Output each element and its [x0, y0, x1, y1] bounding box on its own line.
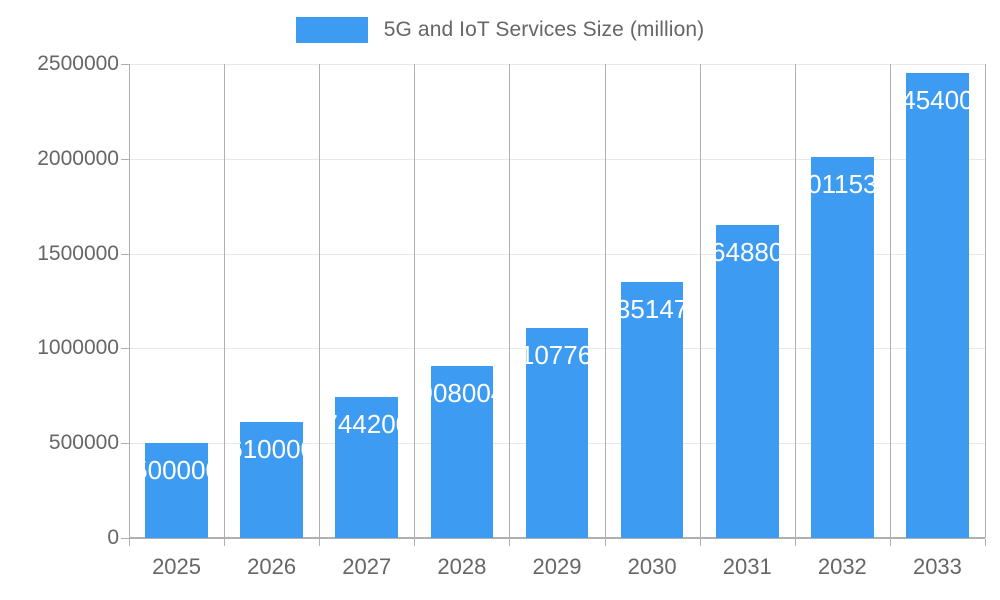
x-axis-tick-label: 2025: [152, 554, 202, 579]
bar-value-label: 744200: [335, 408, 398, 439]
y-axis-tick-label: 500000: [48, 431, 119, 455]
y-axis-line: [129, 64, 130, 538]
x-axis-tick-mark: [129, 539, 130, 546]
y-axis-tick-label: 2500000: [37, 52, 119, 75]
bar[interactable]: 1648802: [715, 225, 779, 538]
bar[interactable]: 2011539: [810, 156, 874, 538]
x-axis-tick-label: 2026: [247, 554, 297, 579]
y-axis-tick-label: 2000000: [37, 146, 119, 170]
gridline-vertical: [319, 64, 321, 538]
y-axis-tick-mark: [121, 64, 129, 65]
bar[interactable]: 908004: [430, 365, 494, 538]
gridline-vertical: [509, 64, 511, 538]
x-axis-tick-label: 2030: [627, 554, 677, 579]
legend-item-label: 5G and IoT Services Size (million): [383, 18, 705, 41]
bars-layer: 500000 610000 744200 908004 1107768 1351477 16…: [129, 64, 985, 538]
gridline-vertical: [604, 64, 606, 538]
x-axis-tick-mark: [414, 539, 416, 546]
x-axis-tick-mark: [604, 539, 606, 546]
bar[interactable]: 1351477: [620, 281, 684, 538]
legend-color-swatch: [295, 17, 368, 43]
x-axis-tick-mark: [794, 539, 796, 546]
y-axis-tick-marks: [0, 64, 129, 539]
x-axis-tick-mark: [699, 539, 701, 546]
bar-value-label: 908004: [431, 377, 494, 408]
gridline-vertical: [985, 64, 986, 538]
x-axis-tick-label: 2028: [437, 554, 487, 579]
gridline-vertical: [699, 64, 701, 538]
x-axis-tick-mark: [509, 539, 511, 546]
gridline-vertical: [794, 64, 796, 538]
x-axis-tick-label: 2029: [532, 554, 582, 579]
y-axis-tick-mark: [121, 348, 129, 350]
x-axis-tick-label: 2032: [817, 554, 867, 579]
legend-item-5g-iot-services-size[interactable]: 5G and IoT Services Size (million): [295, 17, 705, 43]
gridline-horizontal: [129, 64, 985, 65]
x-axis-tick-mark: [985, 539, 986, 546]
y-axis-tick-label: 1000000: [37, 336, 119, 360]
x-axis-tick-label: 2031: [722, 554, 772, 579]
x-axis-tick-label: 2033: [912, 554, 962, 579]
x-axis-tick-label: 2027: [342, 554, 392, 579]
y-axis-tick-mark: [121, 443, 129, 445]
gridline-vertical: [224, 64, 226, 538]
gridline-horizontal: [129, 253, 985, 255]
bar-value-label: 2454007: [906, 84, 969, 115]
bar[interactable]: 744200: [335, 396, 399, 538]
y-axis-labels: 0 500000 1000000 1500000 2000000 2500000: [0, 52, 119, 549]
y-axis-tick-mark: [121, 253, 129, 255]
bar-value-label: 1648802: [715, 237, 779, 268]
bar-value-label: 2011539: [810, 168, 874, 199]
x-axis-tick-mark: [319, 539, 321, 546]
bar-value-label: 1107768: [525, 339, 589, 370]
y-axis-tick-mark: [121, 538, 129, 539]
gridline-horizontal: [129, 538, 985, 539]
x-axis-tick-mark: [224, 539, 226, 546]
bar[interactable]: 1107768: [525, 327, 589, 538]
chart-legend: 5G and IoT Services Size (million): [0, 10, 1000, 50]
x-axis: 2025 2026 2027 2028 2029 2030 2031 2032 2033: [129, 539, 986, 589]
gridline-vertical: [414, 64, 416, 538]
bar-value-label: 500000: [145, 455, 208, 486]
gridline-horizontal: [129, 158, 985, 160]
bar-value-label: 1351477: [620, 293, 684, 324]
x-axis-tick-mark: [889, 539, 891, 546]
y-axis-tick-label: 0: [107, 526, 119, 549]
bar[interactable]: 610000: [240, 422, 304, 538]
y-axis-tick-label: 1500000: [37, 241, 119, 265]
bar[interactable]: 2454007: [906, 72, 969, 538]
bar[interactable]: 500000: [145, 443, 208, 538]
plot-area: 500000 610000 744200 908004 1107768 1351477 16…: [129, 64, 986, 539]
bar-value-label: 610000: [240, 434, 303, 465]
y-axis-tick-mark: [121, 158, 129, 160]
gridline-vertical: [889, 64, 891, 538]
